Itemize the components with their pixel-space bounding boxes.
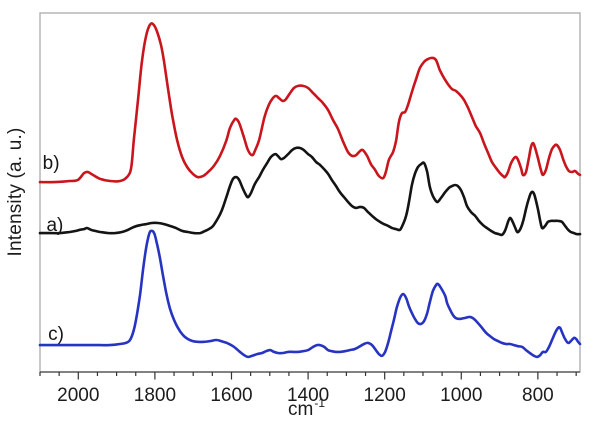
spectrum-curve-b: [38, 22, 582, 184]
y-axis-label-text: Intensity (a. u.): [5, 127, 26, 257]
spectrum-curve-c: [38, 229, 582, 359]
curve-label-a: a): [46, 215, 63, 236]
x-tick-label: 1800: [134, 385, 176, 406]
x-axis-label-base: cm: [288, 399, 314, 421]
plot-frame: [39, 12, 581, 373]
x-tick-label: 1200: [364, 385, 406, 406]
x-tick-label: 800: [522, 385, 554, 406]
x-axis-label: cm-1: [288, 395, 325, 421]
x-axis-label-superscript: -1: [314, 395, 325, 410]
x-tick-label: 2000: [57, 385, 99, 406]
x-tick-label: 1600: [210, 385, 252, 406]
x-tick-label: 1400: [287, 385, 329, 406]
curve-label-b: b): [43, 153, 60, 174]
x-tick-label: 1000: [440, 385, 482, 406]
spectrum-curve-a: [38, 146, 582, 237]
y-axis-label: Intensity (a. u.): [5, 127, 27, 256]
curve-label-c: c): [48, 324, 64, 345]
